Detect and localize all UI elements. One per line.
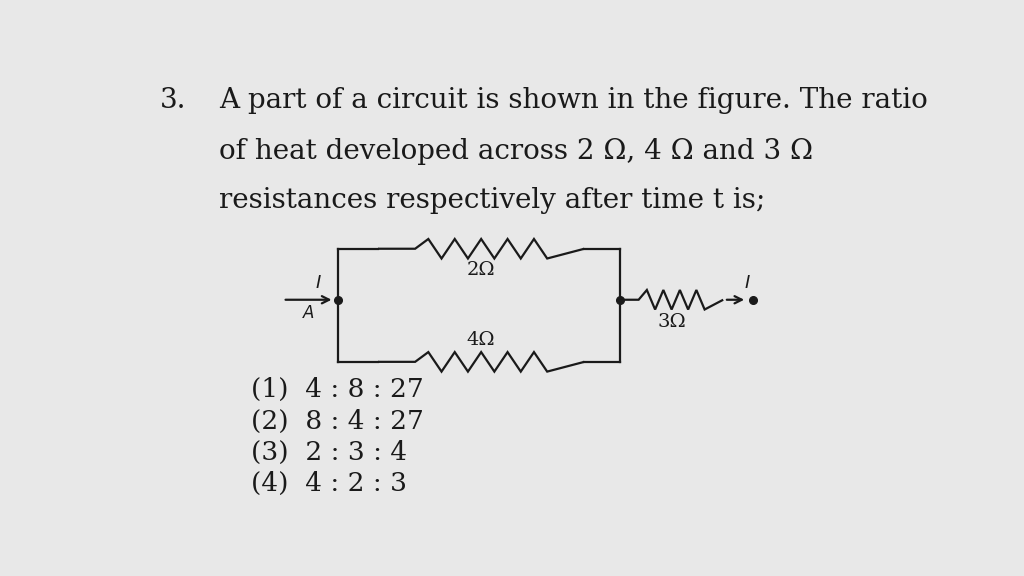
Text: (4)  4 : 2 : 3: (4) 4 : 2 : 3	[251, 471, 407, 495]
Text: resistances respectively after time t is;: resistances respectively after time t is…	[219, 187, 766, 214]
Text: of heat developed across 2 Ω, 4 Ω and 3 Ω: of heat developed across 2 Ω, 4 Ω and 3 …	[219, 138, 813, 165]
Text: (2)  8 : 4 : 27: (2) 8 : 4 : 27	[251, 408, 424, 433]
Text: (3)  2 : 3 : 4: (3) 2 : 3 : 4	[251, 439, 408, 464]
Text: $I$: $I$	[315, 274, 322, 292]
Text: $I$: $I$	[743, 274, 751, 292]
Text: $A$: $A$	[302, 305, 314, 322]
Text: 4Ω: 4Ω	[467, 331, 496, 350]
Text: (1)  4 : 8 : 27: (1) 4 : 8 : 27	[251, 377, 424, 403]
Text: 3Ω: 3Ω	[657, 313, 686, 331]
Text: 3.: 3.	[160, 87, 186, 114]
Text: A part of a circuit is shown in the figure. The ratio: A part of a circuit is shown in the figu…	[219, 87, 928, 114]
Text: 2Ω: 2Ω	[467, 261, 496, 279]
